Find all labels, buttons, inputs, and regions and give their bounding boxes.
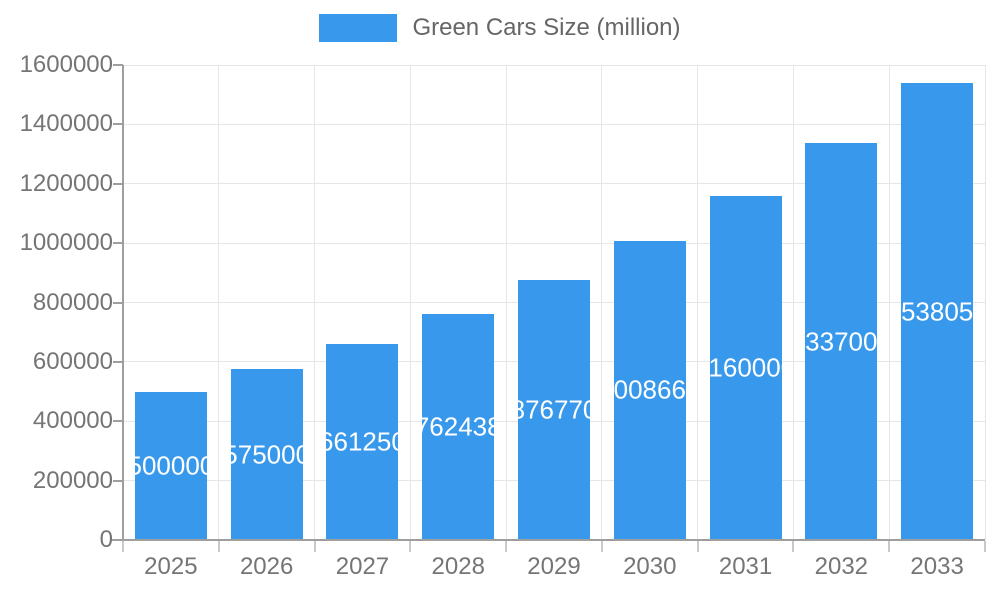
x-tick-mark bbox=[696, 541, 699, 552]
y-tick-label: 1400000 bbox=[19, 110, 113, 138]
bar-value-label: 575000 bbox=[231, 439, 303, 470]
y-tick-mark bbox=[113, 123, 123, 126]
x-tick-mark bbox=[984, 541, 986, 552]
y-gridline bbox=[123, 123, 985, 125]
legend[interactable]: Green Cars Size (million) bbox=[0, 14, 1000, 42]
x-tick-label: 2029 bbox=[527, 553, 581, 580]
x-gridline bbox=[409, 65, 411, 540]
y-tick-label: 0 bbox=[99, 526, 113, 553]
y-tick-mark bbox=[113, 539, 123, 541]
x-tick-label: 2033 bbox=[910, 553, 964, 580]
y-tick-mark bbox=[113, 242, 123, 245]
y-tick-label: 400000 bbox=[32, 407, 113, 435]
y-tick-label: 600000 bbox=[32, 347, 113, 375]
bar-value-label: 762438 bbox=[422, 411, 494, 442]
y-tick-label: 800000 bbox=[32, 288, 113, 316]
x-gridline bbox=[601, 65, 603, 540]
x-gridline bbox=[505, 65, 507, 540]
legend-label: Green Cars Size (million) bbox=[412, 14, 681, 41]
y-tick-mark bbox=[113, 479, 123, 482]
x-tick-mark bbox=[600, 541, 603, 552]
bar[interactable]: 1008666 bbox=[613, 240, 686, 540]
y-tick-label: 1200000 bbox=[19, 169, 113, 197]
bar[interactable]: 762438 bbox=[422, 313, 495, 540]
y-tick-label: 200000 bbox=[32, 466, 113, 494]
x-tick-label: 2030 bbox=[623, 553, 677, 580]
x-tick-mark bbox=[792, 541, 795, 552]
legend-swatch bbox=[319, 14, 398, 42]
y-tick-label: 1600000 bbox=[19, 51, 113, 78]
bar-value-label: 1008666 bbox=[613, 374, 686, 405]
x-gridline bbox=[314, 65, 316, 540]
x-tick-mark bbox=[217, 541, 220, 552]
x-gridline bbox=[984, 65, 986, 540]
x-tick-mark bbox=[409, 541, 412, 552]
bar[interactable]: 876770 bbox=[518, 279, 590, 540]
bar[interactable]: 500000 bbox=[134, 391, 207, 540]
bar[interactable]: 661250 bbox=[326, 343, 399, 540]
x-tick-label: 2027 bbox=[335, 553, 390, 580]
x-gridline bbox=[697, 65, 699, 540]
x-gridline bbox=[792, 65, 794, 540]
x-tick-mark bbox=[505, 541, 508, 552]
x-tick-label: 2028 bbox=[431, 553, 485, 580]
bar-value-label: 1337000 bbox=[805, 326, 878, 357]
bar[interactable]: 575000 bbox=[230, 369, 303, 540]
bar-value-label: 876770 bbox=[518, 394, 590, 425]
x-gridline bbox=[888, 65, 890, 540]
x-tick-label: 2026 bbox=[239, 553, 294, 580]
y-tick-mark bbox=[113, 420, 123, 423]
bar[interactable]: 1538057 bbox=[901, 83, 974, 540]
bar-value-label: 500000 bbox=[135, 450, 207, 481]
bar-value-label: 661250 bbox=[326, 426, 398, 457]
y-tick-mark bbox=[113, 360, 123, 363]
plot-area: 500000 575000 661250 762438 876770 1008666 116… bbox=[123, 64, 986, 541]
x-tick-mark bbox=[313, 541, 316, 552]
bar-value-label: 1160000 bbox=[709, 352, 782, 383]
x-gridline bbox=[218, 65, 220, 540]
y-gridline bbox=[123, 64, 985, 66]
bar-value-label: 1538057 bbox=[901, 296, 974, 327]
y-gridline bbox=[123, 183, 985, 185]
y-tick-mark bbox=[113, 64, 123, 66]
x-tick-label: 2032 bbox=[814, 553, 869, 580]
x-axis-line bbox=[112, 539, 985, 541]
y-tick-mark bbox=[113, 182, 123, 185]
y-tick-mark bbox=[113, 301, 123, 304]
bar[interactable]: 1337000 bbox=[805, 143, 878, 540]
y-gridline bbox=[123, 242, 985, 244]
x-tick-label: 2025 bbox=[144, 553, 198, 580]
bar[interactable]: 1160000 bbox=[709, 195, 782, 540]
x-tick-mark bbox=[122, 541, 124, 552]
x-tick-label: 2031 bbox=[718, 553, 773, 580]
y-axis-line bbox=[122, 65, 124, 542]
x-tick-mark bbox=[888, 541, 891, 552]
y-tick-label: 1000000 bbox=[19, 229, 113, 257]
